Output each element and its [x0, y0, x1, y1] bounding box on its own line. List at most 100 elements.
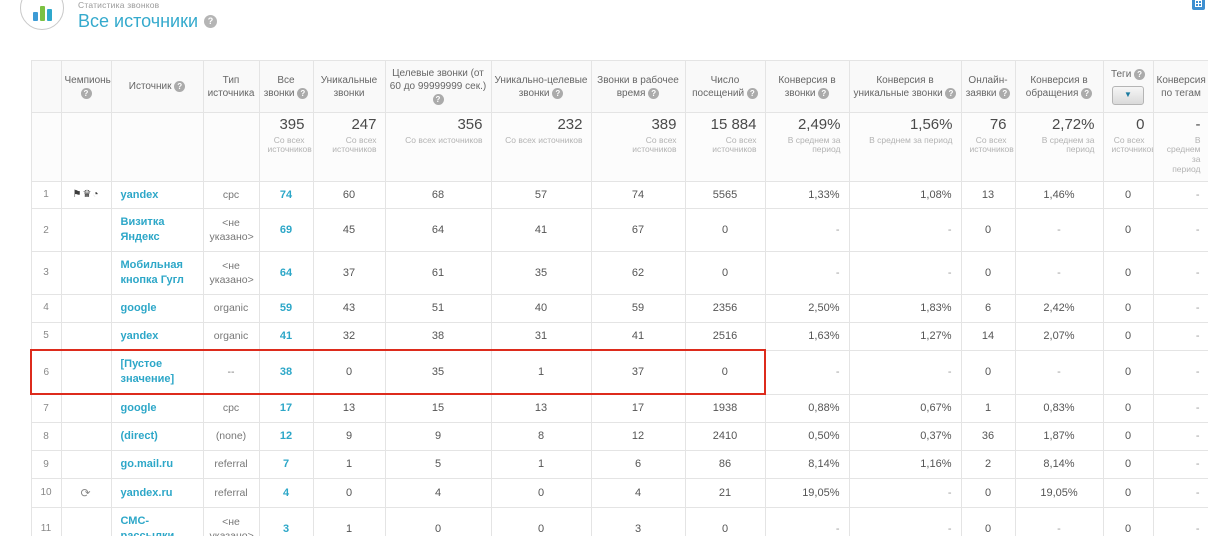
- summary-cell-15: -В среднем за период: [1152, 112, 1208, 182]
- metric-cell-6: 38: [384, 321, 492, 351]
- flag-icon[interactable]: ⚑: [72, 189, 83, 201]
- title-help-icon[interactable]: ?: [204, 15, 218, 28]
- help-icon[interactable]: ?: [999, 87, 1011, 99]
- metric-value[interactable]: 3: [282, 522, 290, 535]
- metric-value: 1,33%: [808, 188, 840, 201]
- metric-value: 14: [981, 329, 995, 342]
- metric-cell-4[interactable]: 7: [258, 449, 314, 479]
- source-link[interactable]: yandex: [120, 188, 159, 201]
- metric-value: -: [1057, 365, 1061, 378]
- metric-cell-8: 74: [590, 180, 686, 210]
- tags-filter-dropdown[interactable]: ▼: [1112, 86, 1144, 105]
- trophy-icon[interactable]: ♛: [82, 189, 93, 201]
- help-icon[interactable]: ?: [1134, 69, 1146, 80]
- help-icon[interactable]: ?: [80, 87, 92, 99]
- metric-cell-7: 1: [490, 449, 592, 479]
- metric-cell-13: -: [1014, 349, 1104, 395]
- metric-cell-10: -: [764, 507, 850, 536]
- metric-value[interactable]: 74: [279, 188, 293, 201]
- source-link[interactable]: yandex: [120, 329, 159, 342]
- metric-cell-4[interactable]: 69: [258, 208, 314, 253]
- help-icon[interactable]: ?: [945, 87, 957, 99]
- table-row: 3 Мобильная кнопка Гугл <не указано> 64 37 61…: [30, 251, 1208, 295]
- row-number: 9: [30, 449, 62, 479]
- metric-cell-15: -: [1152, 180, 1208, 210]
- help-icon[interactable]: ?: [432, 94, 444, 105]
- metric-value: 2516: [712, 329, 738, 342]
- metric-value[interactable]: 69: [279, 223, 293, 236]
- metric-value: 74: [631, 188, 645, 201]
- metric-value[interactable]: 38: [279, 365, 293, 378]
- metric-cell-14: 0: [1102, 251, 1154, 295]
- metric-value: 1,27%: [920, 329, 952, 342]
- metric-cell-13: -: [1014, 507, 1104, 536]
- source-cell: go.mail.ru: [110, 449, 204, 479]
- metric-cell-15: -: [1152, 208, 1208, 253]
- metric-value: 0: [721, 522, 729, 535]
- source-link[interactable]: [Пустое значение]: [120, 358, 175, 386]
- summary-caption: Со всех источников: [632, 134, 677, 155]
- refresh-icon[interactable]: ⟳: [80, 485, 92, 500]
- metric-value[interactable]: 59: [279, 301, 293, 314]
- metric-cell-4[interactable]: 41: [258, 321, 314, 351]
- metric-value: 0: [1124, 522, 1132, 535]
- metric-value: 41: [534, 223, 548, 236]
- help-icon[interactable]: ?: [746, 87, 758, 99]
- source-link[interactable]: yandex.ru: [120, 486, 173, 499]
- metric-cell-4[interactable]: 4: [258, 477, 314, 509]
- help-icon[interactable]: ?: [174, 81, 186, 92]
- clock-icon[interactable]: ◔: [92, 189, 100, 201]
- source-type: <не указано>: [202, 251, 260, 295]
- metric-cell-13: 1,46%: [1014, 180, 1104, 210]
- source-link[interactable]: google: [120, 402, 157, 415]
- metric-cell-12: 6: [960, 293, 1016, 323]
- metric-value: -: [835, 223, 840, 236]
- summary-value: 395: [279, 116, 305, 133]
- metric-value: -: [1195, 401, 1200, 414]
- source-link[interactable]: go.mail.ru: [120, 457, 174, 470]
- metric-cell-4[interactable]: 12: [258, 422, 314, 451]
- metric-value: -: [1195, 301, 1200, 314]
- column-label: Чемпионы: [64, 74, 111, 86]
- metric-cell-4[interactable]: 3: [258, 507, 314, 536]
- metric-cell-4[interactable]: 59: [258, 293, 314, 323]
- metric-cell-4[interactable]: 38: [258, 349, 314, 396]
- metric-cell-4[interactable]: 74: [258, 180, 314, 210]
- metric-value[interactable]: 4: [282, 486, 290, 499]
- source-link[interactable]: СМС-рассылки: [120, 515, 175, 536]
- metric-cell-15: -: [1152, 349, 1208, 395]
- source-type: referral: [202, 449, 260, 479]
- help-icon[interactable]: ?: [818, 87, 830, 99]
- metric-value[interactable]: 41: [279, 329, 293, 342]
- metric-value: 12: [631, 430, 645, 442]
- apps-grid-icon[interactable]: [1192, 0, 1205, 10]
- metric-value: 2410: [712, 430, 738, 442]
- column-header-13: Конверсия в обращения ?: [1014, 60, 1104, 113]
- metric-cell-9: 1938: [684, 393, 766, 424]
- source-link[interactable]: Визитка Яндекс: [120, 216, 165, 244]
- row-number: 10: [30, 477, 62, 509]
- metric-cell-4[interactable]: 64: [258, 251, 314, 295]
- metric-value: 1,87%: [1043, 430, 1075, 442]
- source-link[interactable]: Мобильная кнопка Гугл: [120, 259, 184, 286]
- metric-cell-12: 0: [960, 477, 1016, 509]
- metric-cell-6: 5: [384, 449, 492, 479]
- help-icon[interactable]: ?: [552, 87, 564, 99]
- metric-value[interactable]: 7: [282, 457, 290, 470]
- column-label: Уникальные звонки: [320, 74, 378, 99]
- summary-caption: Со всех источников: [267, 134, 312, 155]
- metric-value[interactable]: 64: [279, 266, 293, 279]
- metric-value[interactable]: 12: [279, 430, 293, 442]
- help-icon[interactable]: ?: [297, 87, 309, 99]
- source-link[interactable]: google: [120, 301, 157, 314]
- table-row: 1 ⚑♛◔ yandex cpc 74 60 68 57 74 5565 1,33% 1,08% 13 1…: [30, 180, 1208, 210]
- metric-value: 21: [718, 486, 732, 499]
- help-icon[interactable]: ?: [1081, 87, 1093, 99]
- metric-value[interactable]: 17: [279, 402, 293, 415]
- source-link[interactable]: (direct): [120, 430, 158, 442]
- metric-value: 8,14%: [808, 457, 840, 470]
- metric-cell-4[interactable]: 17: [258, 393, 314, 424]
- summary-cell-1: [60, 112, 112, 182]
- help-icon[interactable]: ?: [648, 87, 660, 99]
